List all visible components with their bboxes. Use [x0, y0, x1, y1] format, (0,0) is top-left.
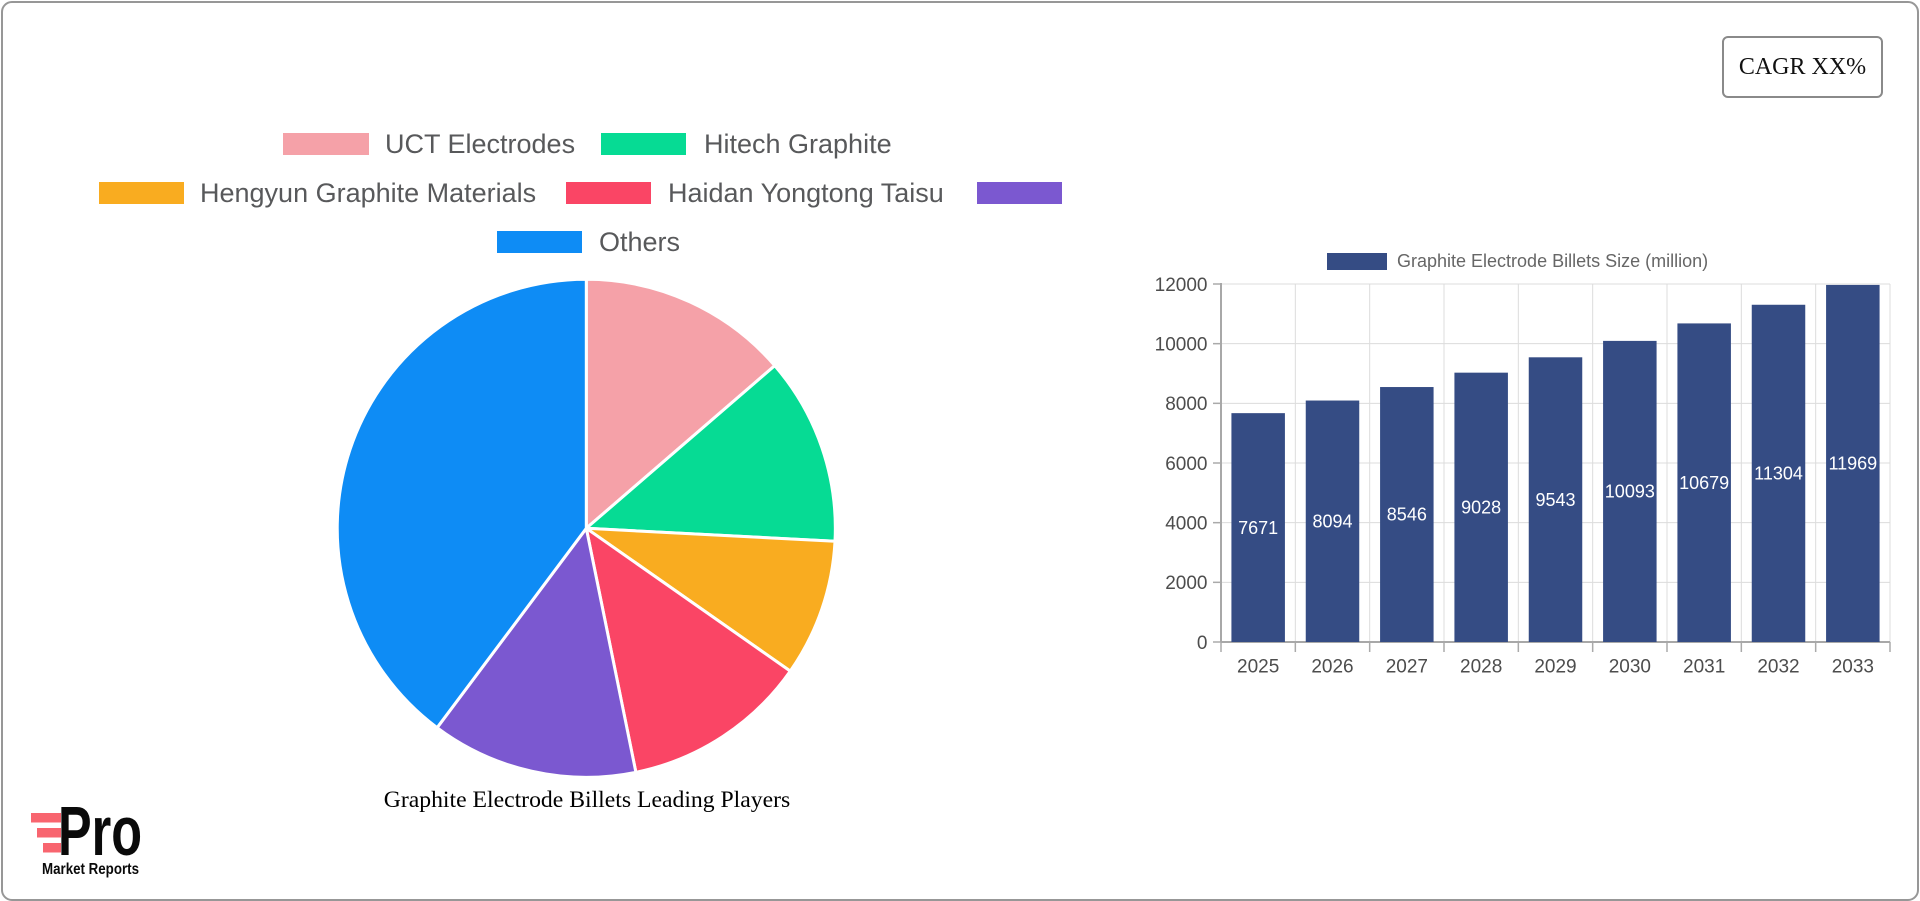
- svg-text:10679: 10679: [1679, 473, 1729, 493]
- svg-text:2000: 2000: [1165, 573, 1207, 594]
- svg-text:2027: 2027: [1386, 657, 1428, 678]
- svg-text:9028: 9028: [1461, 498, 1501, 518]
- svg-text:8546: 8546: [1387, 505, 1427, 525]
- svg-text:Market Reports: Market Reports: [42, 861, 139, 878]
- svg-text:8000: 8000: [1165, 394, 1207, 415]
- svg-text:2030: 2030: [1609, 657, 1651, 678]
- svg-text:Pro: Pro: [58, 792, 142, 870]
- svg-text:12000: 12000: [1155, 275, 1208, 296]
- svg-text:4000: 4000: [1165, 514, 1207, 535]
- svg-text:11969: 11969: [1828, 454, 1877, 474]
- svg-text:2029: 2029: [1534, 657, 1576, 678]
- svg-text:2028: 2028: [1460, 657, 1502, 678]
- svg-text:2032: 2032: [1757, 657, 1799, 678]
- svg-text:2033: 2033: [1832, 657, 1874, 678]
- svg-text:6000: 6000: [1165, 454, 1207, 475]
- svg-text:8094: 8094: [1312, 511, 1352, 531]
- svg-text:10000: 10000: [1155, 335, 1208, 356]
- svg-text:2026: 2026: [1311, 657, 1353, 678]
- svg-text:2031: 2031: [1683, 657, 1725, 678]
- svg-text:9543: 9543: [1535, 490, 1575, 510]
- svg-text:0: 0: [1197, 633, 1208, 654]
- svg-text:2025: 2025: [1237, 657, 1279, 678]
- svg-text:7671: 7671: [1238, 518, 1278, 538]
- svg-text:10093: 10093: [1605, 482, 1655, 502]
- svg-text:11304: 11304: [1754, 464, 1803, 484]
